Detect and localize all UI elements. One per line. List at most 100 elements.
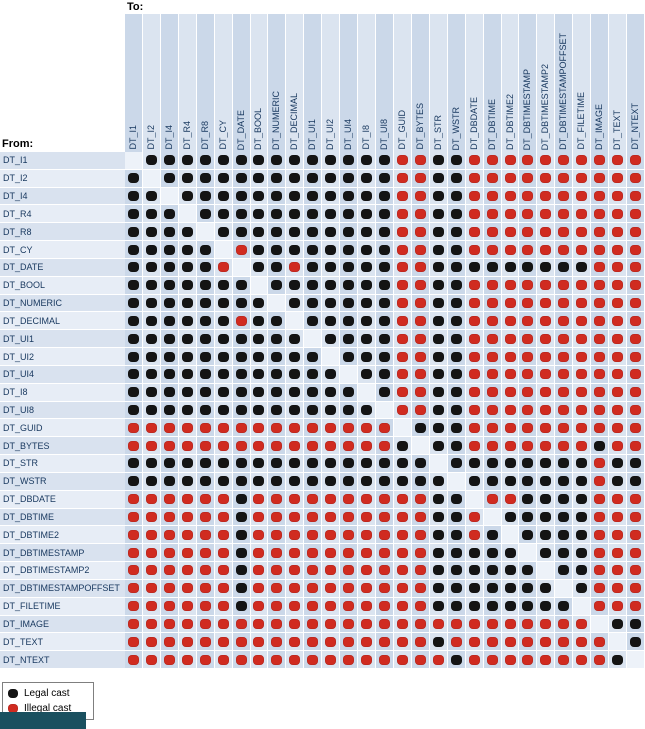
cast-cell xyxy=(196,241,215,259)
illegal-cast-dot xyxy=(468,244,480,255)
cast-cell xyxy=(125,544,143,563)
illegal-cast-dot xyxy=(468,654,480,665)
cast-cell xyxy=(537,651,556,669)
column-header-label: DT_BYTES xyxy=(414,103,425,150)
cast-cell xyxy=(429,526,448,545)
cast-cell xyxy=(519,223,538,242)
cast-cell xyxy=(196,651,215,669)
illegal-cast-dot xyxy=(289,583,301,594)
cast-cell xyxy=(322,205,341,224)
cast-cell xyxy=(627,633,645,652)
illegal-cast-dot xyxy=(522,333,534,344)
legal-cast-dot xyxy=(325,208,337,219)
illegal-cast-dot xyxy=(271,529,283,540)
cast-cell xyxy=(358,651,377,669)
cast-cell xyxy=(465,276,484,295)
legal-cast-dot xyxy=(271,155,283,166)
cast-cell xyxy=(232,633,251,652)
illegal-cast-dot xyxy=(630,422,642,433)
illegal-cast-dot xyxy=(325,583,337,594)
cast-cell xyxy=(250,294,269,313)
legal-cast-dot xyxy=(127,315,139,326)
row-label: DT_DBDATE xyxy=(0,490,125,509)
cast-cell xyxy=(411,294,430,313)
legal-cast-dot xyxy=(145,369,157,380)
illegal-cast-dot xyxy=(594,280,606,291)
cast-cell xyxy=(214,312,233,331)
illegal-cast-dot xyxy=(396,565,408,576)
legal-cast-dot xyxy=(163,333,175,344)
cast-cell xyxy=(286,419,305,438)
legal-cast-dot xyxy=(504,511,516,522)
illegal-cast-dot xyxy=(307,440,319,451)
legal-cast-dot xyxy=(343,280,355,291)
cast-cell xyxy=(340,615,359,634)
legal-cast-dot xyxy=(307,351,319,362)
legal-cast-dot xyxy=(540,476,552,487)
cast-cell xyxy=(609,651,628,669)
legal-cast-dot xyxy=(432,387,444,398)
cast-cell xyxy=(214,526,233,545)
cast-cell xyxy=(358,562,377,580)
cast-cell xyxy=(268,330,287,349)
cast-cell xyxy=(609,544,628,563)
cast-cell xyxy=(429,633,448,652)
illegal-cast-dot xyxy=(612,547,624,558)
illegal-cast-dot xyxy=(576,244,588,255)
legal-cast-dot xyxy=(343,244,355,255)
legal-cast-dot xyxy=(540,529,552,540)
illegal-cast-dot xyxy=(361,565,373,576)
row-label: DT_DBTIMESTAMP xyxy=(0,544,125,563)
row-label: DT_I2 xyxy=(0,169,125,188)
legal-cast-dot xyxy=(289,173,301,184)
illegal-cast-dot xyxy=(558,654,570,665)
cast-cell xyxy=(393,526,412,545)
legal-cast-dot xyxy=(361,191,373,202)
cast-cell xyxy=(393,205,412,224)
illegal-cast-dot xyxy=(325,547,337,558)
illegal-cast-dot xyxy=(378,565,390,576)
legal-cast-dot xyxy=(378,476,390,487)
column-header-label: DT_UI1 xyxy=(307,118,318,150)
legal-cast-dot xyxy=(378,315,390,326)
illegal-cast-dot xyxy=(396,511,408,522)
illegal-cast-dot xyxy=(289,511,301,522)
cast-cell xyxy=(340,223,359,242)
cast-cell xyxy=(160,169,179,188)
cast-cell xyxy=(447,579,466,598)
cast-cell xyxy=(286,633,305,652)
illegal-cast-dot xyxy=(325,494,337,505)
cast-cell xyxy=(376,562,394,580)
cast-cell xyxy=(411,365,430,384)
cast-cell xyxy=(483,294,502,313)
cast-cell xyxy=(286,152,305,170)
illegal-cast-dot xyxy=(217,654,229,665)
cast-cell xyxy=(501,258,520,277)
illegal-cast-dot xyxy=(414,226,426,237)
cast-cell xyxy=(268,490,287,509)
illegal-cast-dot xyxy=(181,601,193,612)
illegal-cast-dot xyxy=(343,565,355,576)
illegal-cast-dot xyxy=(289,601,301,612)
illegal-cast-dot xyxy=(378,494,390,505)
cast-cell xyxy=(591,312,610,331)
cast-cell xyxy=(411,383,430,402)
cast-cell xyxy=(304,633,323,652)
from-axis-label: From: xyxy=(2,138,34,150)
cast-cell xyxy=(376,401,394,420)
cast-cell xyxy=(340,651,359,669)
legal-cast-dot xyxy=(450,387,462,398)
illegal-cast-dot xyxy=(343,618,355,629)
illegal-cast-dot xyxy=(289,529,301,540)
legal-cast-dot xyxy=(558,262,570,273)
illegal-cast-dot xyxy=(468,422,480,433)
column-header-label: DT_TEXT xyxy=(612,109,623,150)
cast-cell xyxy=(178,294,197,313)
legal-cast-dot xyxy=(558,511,570,522)
legal-cast-dot xyxy=(432,333,444,344)
illegal-cast-dot xyxy=(594,601,606,612)
cast-cell xyxy=(465,651,484,669)
cast-cell xyxy=(304,276,323,295)
illegal-cast-dot xyxy=(127,636,139,647)
cast-cell xyxy=(322,544,341,563)
